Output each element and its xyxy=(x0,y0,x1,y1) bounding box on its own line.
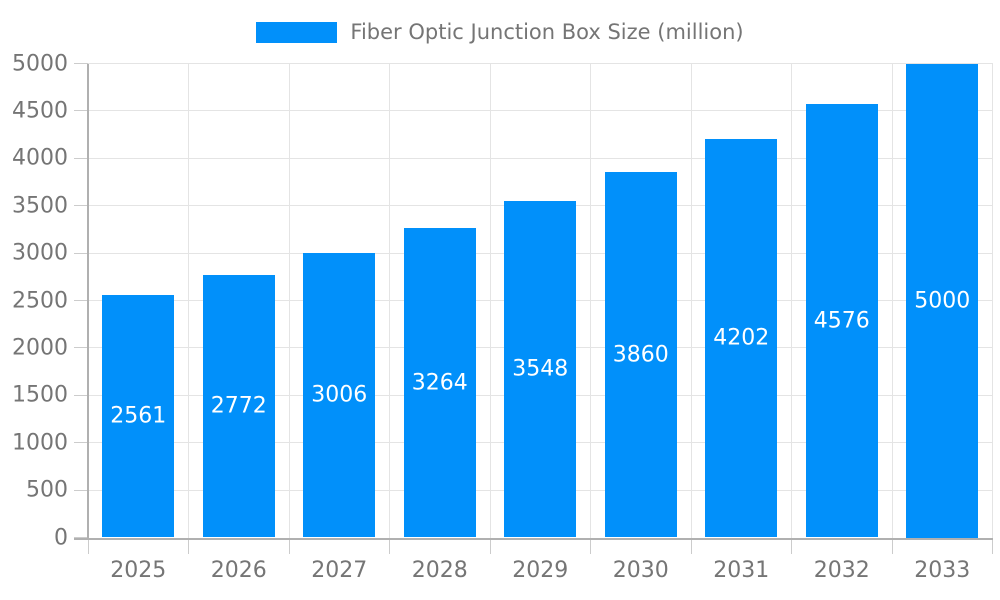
x-axis-tick xyxy=(288,539,290,554)
x-axis-label: 2030 xyxy=(612,557,669,583)
bar xyxy=(805,103,878,538)
x-axis-label: 2029 xyxy=(512,557,569,583)
bar xyxy=(202,274,275,538)
y-gridline xyxy=(88,63,993,64)
y-gridline xyxy=(88,110,993,112)
x-gridline xyxy=(288,63,290,538)
bar-value-label: 4202 xyxy=(713,325,770,351)
y-axis-tick xyxy=(74,489,88,491)
x-gridline xyxy=(992,63,993,538)
y-axis-tick xyxy=(74,157,88,159)
x-axis-label: 2033 xyxy=(914,557,971,583)
x-gridline xyxy=(590,63,591,538)
x-axis-label: 2028 xyxy=(411,557,468,583)
x-gridline xyxy=(188,63,189,538)
bar xyxy=(504,201,577,538)
x-axis-tick xyxy=(188,539,189,554)
y-gridline xyxy=(88,157,993,159)
y-axis-label: 3500 xyxy=(12,193,68,219)
y-axis-tick xyxy=(74,63,88,64)
y-axis-label: 0 xyxy=(54,525,68,550)
legend: Fiber Optic Junction Box Size (million) xyxy=(0,20,1000,44)
x-axis-tick xyxy=(489,539,491,554)
y-axis-tick xyxy=(74,300,88,301)
bar xyxy=(102,294,175,538)
y-axis-tick xyxy=(74,110,88,112)
y-axis-label: 5000 xyxy=(12,51,68,76)
bar-value-label: 3006 xyxy=(311,382,368,408)
bar xyxy=(906,63,979,538)
bar-value-label: 4576 xyxy=(813,308,870,334)
bar-value-label: 3264 xyxy=(411,370,468,396)
x-axis-tick xyxy=(791,539,792,554)
y-axis-label: 3000 xyxy=(12,240,68,266)
y-axis-tick xyxy=(74,442,88,444)
x-axis-label: 2026 xyxy=(210,557,267,583)
x-gridline xyxy=(791,63,792,538)
x-gridline xyxy=(891,63,893,538)
y-axis-label: 2000 xyxy=(12,335,68,361)
x-gridline xyxy=(489,63,491,538)
x-axis-tick xyxy=(389,539,390,554)
x-axis-label: 2031 xyxy=(713,557,770,583)
y-axis-label: 4500 xyxy=(12,98,68,124)
y-axis-label: 1000 xyxy=(12,430,68,456)
legend-label: Fiber Optic Junction Box Size (million) xyxy=(350,20,744,44)
x-gridline xyxy=(389,63,390,538)
y-axis-label: 500 xyxy=(26,477,68,503)
bar-value-label: 3860 xyxy=(612,342,669,368)
bar xyxy=(303,252,376,538)
y-axis-tick xyxy=(74,347,88,349)
y-axis-tick xyxy=(74,205,88,207)
y-axis-tick xyxy=(74,252,88,254)
bar-value-label: 3548 xyxy=(512,356,569,382)
x-axis-label: 2027 xyxy=(311,557,368,583)
y-axis-label: 1500 xyxy=(12,382,68,408)
x-axis-tick xyxy=(87,539,89,554)
legend-swatch xyxy=(256,21,338,43)
x-gridline xyxy=(690,63,692,538)
bar xyxy=(403,228,476,538)
y-axis-label: 2500 xyxy=(12,288,68,313)
bar-value-label: 2561 xyxy=(110,403,167,429)
x-axis-tick xyxy=(992,539,993,554)
x-axis-tick xyxy=(891,539,893,554)
x-axis-tick xyxy=(690,539,692,554)
x-axis-label: 2032 xyxy=(813,557,870,583)
bar-value-label: 5000 xyxy=(914,288,971,313)
x-axis-label: 2025 xyxy=(110,557,167,583)
x-axis-line xyxy=(74,537,993,540)
y-axis-line xyxy=(87,63,89,540)
bar-value-label: 2772 xyxy=(210,393,267,419)
x-axis-tick xyxy=(590,539,591,554)
bar xyxy=(604,171,677,538)
y-axis-label: 4000 xyxy=(12,145,68,171)
y-axis-tick xyxy=(74,394,88,396)
bar xyxy=(705,139,778,538)
